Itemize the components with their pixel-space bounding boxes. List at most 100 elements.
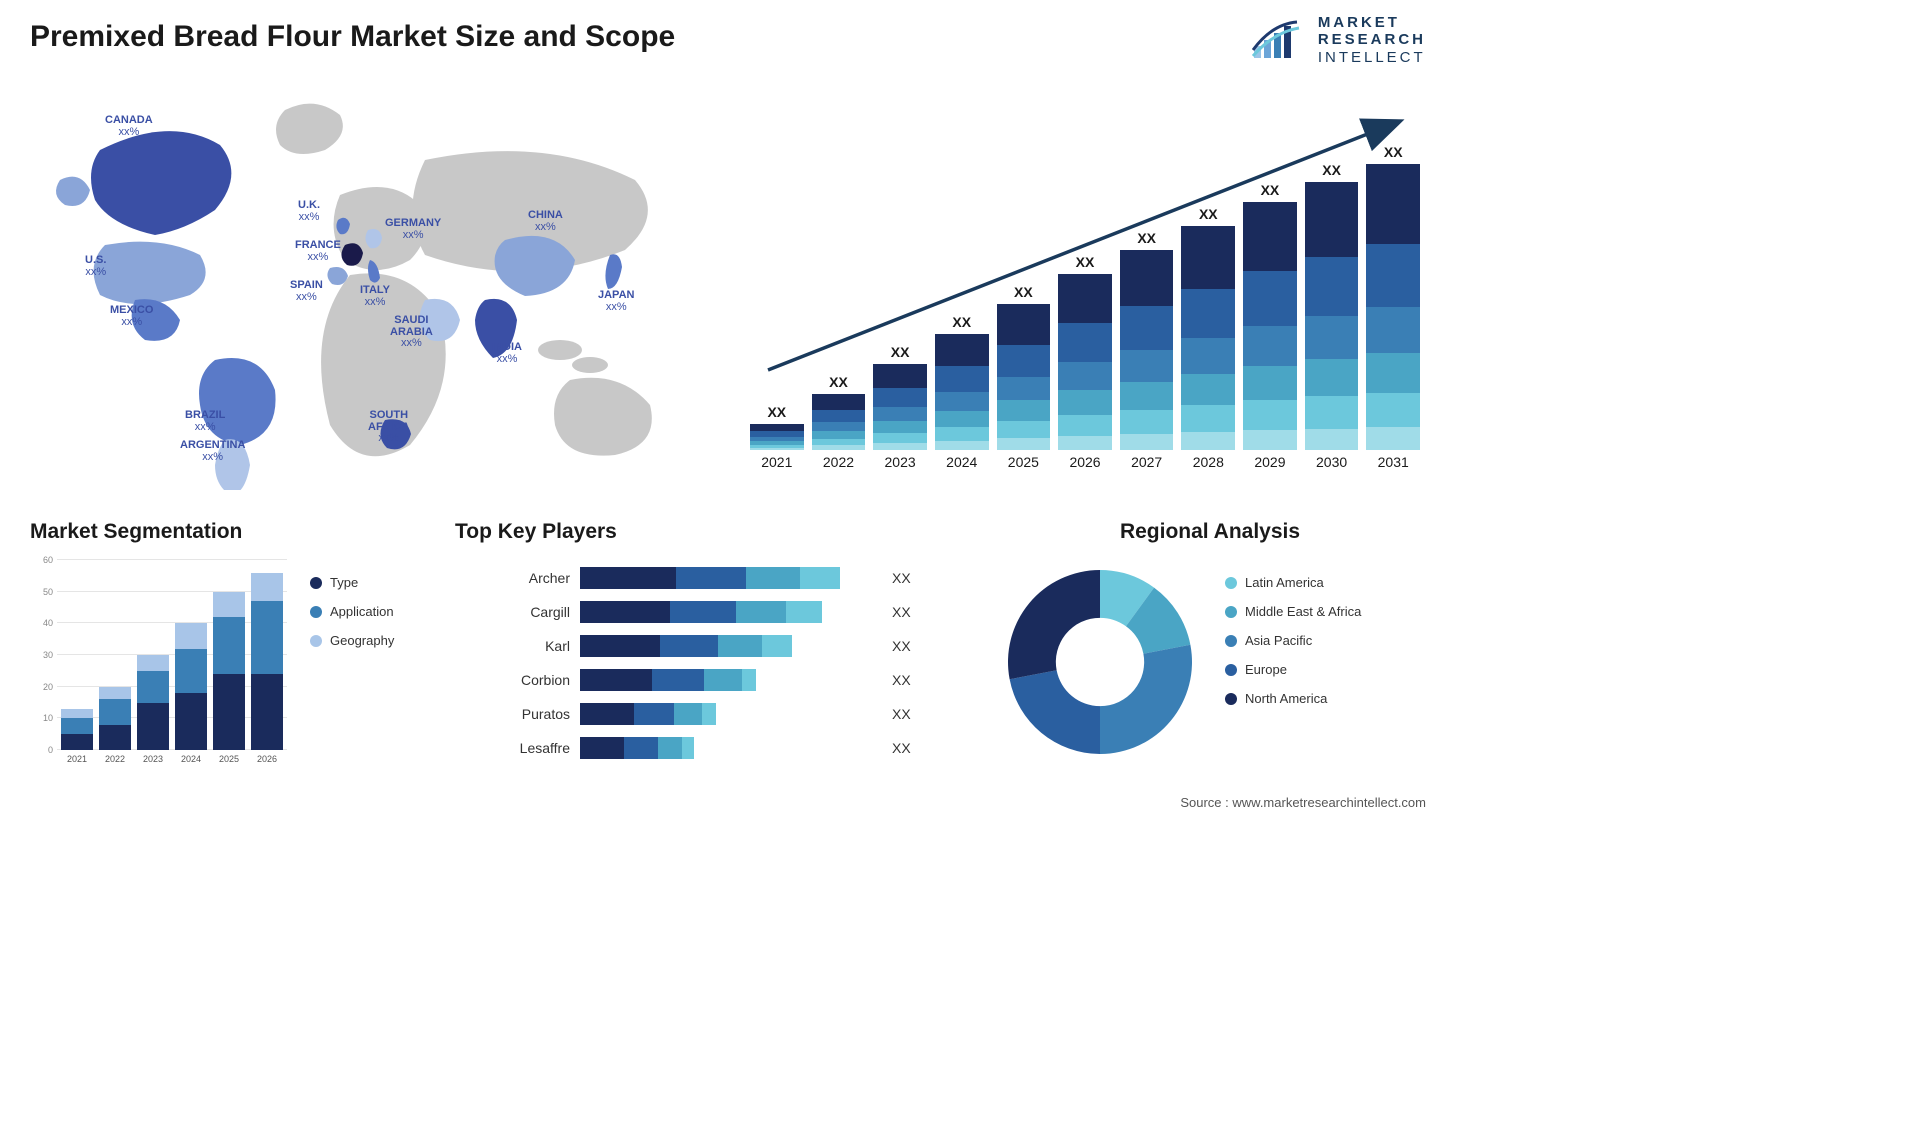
growth-xaxis-label: 2024: [935, 454, 989, 470]
player-value-label: XX: [892, 638, 911, 654]
legend-item: Latin America: [1225, 575, 1361, 590]
player-value-label: XX: [892, 672, 911, 688]
seg-ytick: 50: [43, 587, 53, 597]
player-row: CargillXX: [455, 599, 965, 625]
growth-xaxis-label: 2025: [997, 454, 1051, 470]
legend-swatch-icon: [1225, 693, 1237, 705]
legend-swatch-icon: [1225, 606, 1237, 618]
player-value-label: XX: [892, 740, 911, 756]
player-row: Corbion XX: [455, 667, 965, 693]
source-attribution: Source : www.marketresearchintellect.com: [1180, 795, 1426, 810]
growth-bar-value-label: XX: [1076, 254, 1095, 270]
key-players-title: Top Key Players: [455, 520, 965, 544]
player-name: Archer: [455, 570, 580, 586]
growth-xaxis-label: 2023: [873, 454, 927, 470]
player-value-label: XX: [892, 604, 911, 620]
growth-xaxis-label: 2021: [750, 454, 804, 470]
legend-label: Europe: [1245, 662, 1287, 677]
growth-xaxis-label: 2029: [1243, 454, 1297, 470]
legend-label: Latin America: [1245, 575, 1324, 590]
growth-bar: XX: [873, 344, 927, 450]
legend-label: Middle East & Africa: [1245, 604, 1361, 619]
seg-bar: [61, 709, 93, 750]
page-title: Premixed Bread Flour Market Size and Sco…: [30, 20, 675, 54]
growth-bar-chart: XX XX XX XX XX XX XX XX XX XX XX 2021 2022 2023 2024 2…: [750, 110, 1420, 470]
growth-bar-value-label: XX: [1014, 284, 1033, 300]
key-players-chart: ArcherXXCargillXXKarlXXCorbionXXPuratosX…: [455, 565, 965, 769]
growth-bar: XX: [1366, 144, 1420, 450]
growth-bar-value-label: XX: [1322, 162, 1341, 178]
segmentation-legend: Type Application Geography: [310, 575, 394, 662]
growth-bar-value-label: XX: [1384, 144, 1403, 160]
legend-label: Type: [330, 575, 358, 590]
seg-ytick: 20: [43, 682, 53, 692]
brand-logo: MARKET RESEARCH INTELLECT: [1252, 14, 1426, 66]
legend-item: Type: [310, 575, 394, 590]
seg-bar: [175, 623, 207, 750]
player-name: Lesaffre: [455, 740, 580, 756]
world-map-svg: [30, 90, 710, 490]
player-name: Karl: [455, 638, 580, 654]
growth-xaxis-label: 2026: [1058, 454, 1112, 470]
seg-xaxis-label: 2022: [99, 754, 131, 764]
legend-item: Middle East & Africa: [1225, 604, 1361, 619]
player-row: Lesaffre XX: [455, 735, 965, 761]
legend-item: Asia Pacific: [1225, 633, 1361, 648]
player-bar: [580, 601, 880, 623]
logo-text: MARKET RESEARCH INTELLECT: [1318, 14, 1426, 66]
logo-mark-icon: [1252, 18, 1308, 62]
growth-bar: XX: [1120, 230, 1174, 450]
growth-bar-value-label: XX: [891, 344, 910, 360]
seg-ytick: 60: [43, 555, 53, 565]
donut-slice: [1010, 670, 1100, 754]
legend-label: Geography: [330, 633, 394, 648]
regional-panel: Regional Analysis Latin America Middle Ea…: [990, 520, 1430, 780]
legend-label: Application: [330, 604, 394, 619]
seg-bar: [251, 573, 283, 750]
growth-bar: XX: [997, 284, 1051, 450]
player-bar: [580, 567, 880, 589]
growth-xaxis-label: 2028: [1181, 454, 1235, 470]
world-map: CANADAxx%U.S.xx%MEXICOxx%BRAZILxx%ARGENT…: [30, 90, 710, 490]
seg-ytick: 30: [43, 650, 53, 660]
player-name: Corbion: [455, 672, 580, 688]
legend-swatch-icon: [1225, 664, 1237, 676]
legend-item: Application: [310, 604, 394, 619]
growth-bar: XX: [1058, 254, 1112, 450]
legend-label: North America: [1245, 691, 1327, 706]
legend-swatch-icon: [310, 635, 322, 647]
regional-title: Regional Analysis: [990, 520, 1430, 544]
growth-bar: XX: [935, 314, 989, 450]
growth-bar: XX: [1181, 206, 1235, 450]
player-bar: [580, 669, 880, 691]
growth-bar: XX: [750, 404, 804, 450]
player-row: Karl XX: [455, 633, 965, 659]
player-bar: [580, 737, 880, 759]
player-bar: [580, 703, 880, 725]
growth-xaxis-label: 2022: [812, 454, 866, 470]
segmentation-panel: Market Segmentation 0102030405060 202120…: [30, 520, 430, 780]
seg-ytick: 40: [43, 618, 53, 628]
player-name: Puratos: [455, 706, 580, 722]
growth-bar: XX: [1243, 182, 1297, 450]
growth-xaxis-label: 2030: [1305, 454, 1359, 470]
growth-bar-value-label: XX: [829, 374, 848, 390]
growth-bar-value-label: XX: [1199, 206, 1218, 222]
donut-slice: [1008, 570, 1100, 679]
donut-slice: [1100, 645, 1192, 754]
seg-xaxis-label: 2026: [251, 754, 283, 764]
growth-bar-value-label: XX: [767, 404, 786, 420]
legend-swatch-icon: [310, 577, 322, 589]
seg-xaxis-label: 2021: [61, 754, 93, 764]
legend-item: Europe: [1225, 662, 1361, 677]
growth-xaxis-label: 2027: [1120, 454, 1174, 470]
legend-item: North America: [1225, 691, 1361, 706]
seg-ytick: 10: [43, 713, 53, 723]
growth-bar-value-label: XX: [1137, 230, 1156, 246]
key-players-panel: Top Key Players ArcherXXCargillXXKarlXXC…: [455, 520, 965, 780]
player-value-label: XX: [892, 570, 911, 586]
player-row: PuratosXX: [455, 701, 965, 727]
segmentation-title: Market Segmentation: [30, 520, 430, 544]
seg-xaxis-label: 2024: [175, 754, 207, 764]
seg-xaxis-label: 2023: [137, 754, 169, 764]
